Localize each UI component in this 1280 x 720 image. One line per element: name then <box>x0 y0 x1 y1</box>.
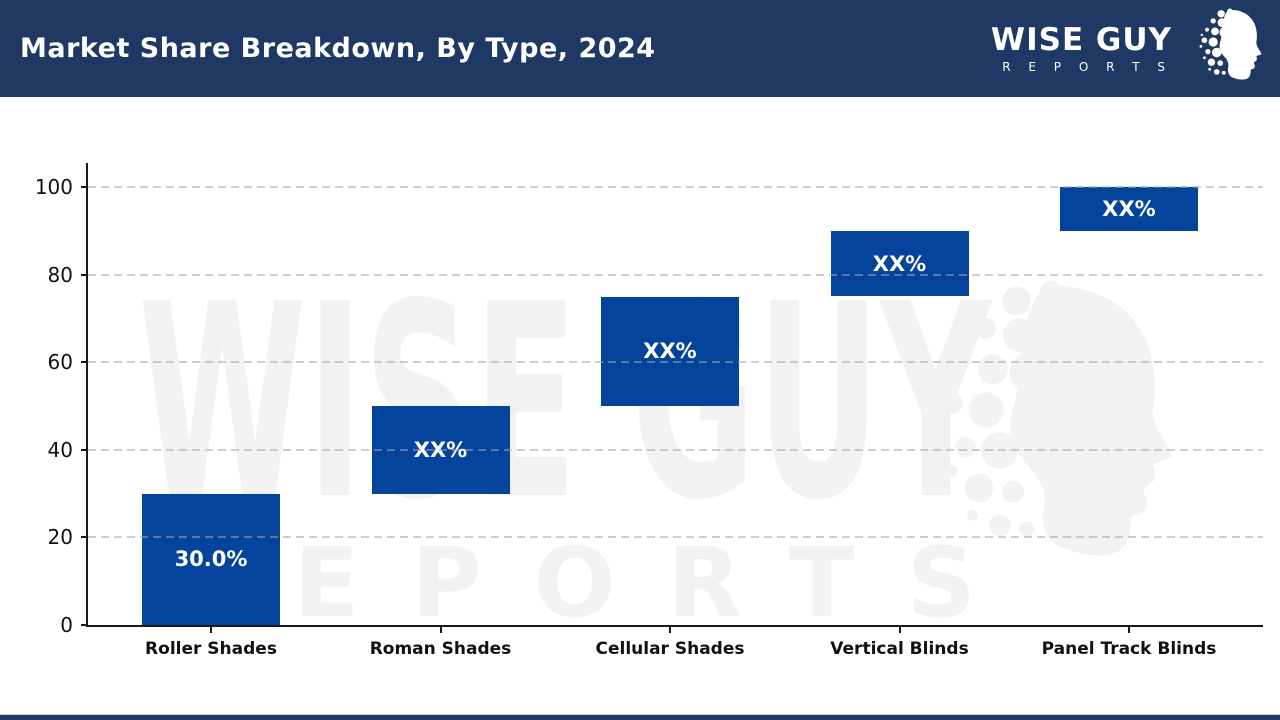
chart-title: Market Share Breakdown, By Type, 2024 <box>20 33 656 64</box>
y-axis-label-100: 100 <box>34 175 73 199</box>
x-tick <box>1128 625 1130 633</box>
y-axis-label-20: 20 <box>47 525 73 550</box>
y-axis-label-80: 80 <box>47 262 73 287</box>
x-axis-spine <box>86 625 1263 627</box>
y-tick <box>81 361 88 364</box>
bar-value-label: XX% <box>872 251 927 276</box>
x-axis-label-3: Cellular Shades <box>595 639 745 659</box>
y-axis-label-0: 0 <box>60 613 73 637</box>
y-axis-label-40: 40 <box>47 437 73 462</box>
y-tick <box>81 273 88 276</box>
watermark-text-reports: REPORTS <box>168 527 1028 639</box>
gridline-100 <box>88 186 1263 188</box>
x-axis-label-4: Vertical Blinds <box>830 639 969 659</box>
x-tick <box>898 625 901 633</box>
x-tick <box>439 625 442 633</box>
x-tick <box>669 625 671 633</box>
x-axis-label-2: Roman Shades <box>369 639 512 659</box>
bar-cellular-shades: XX% <box>601 296 739 406</box>
footer-bar <box>0 714 1280 720</box>
brand-subtitle: R E P O R T S <box>1002 59 1172 74</box>
x-tick <box>210 625 212 633</box>
y-tick <box>81 448 88 451</box>
gridline-40 <box>88 448 1263 451</box>
brand-head-icon <box>1174 5 1270 93</box>
y-tick <box>81 624 88 626</box>
y-axis-label-60: 60 <box>47 350 73 375</box>
gridline-20 <box>88 536 1263 539</box>
y-tick <box>81 536 88 539</box>
gridline-80 <box>88 273 1263 276</box>
header: Market Share Breakdown, By Type, 2024 WI… <box>0 0 1280 97</box>
x-axis-label-5: Panel Track Blinds <box>1041 639 1217 659</box>
gridline-60 <box>88 361 1263 364</box>
bar-value-label: 30.0% <box>174 547 248 572</box>
bar-roller-shades: 30.0% <box>142 493 280 625</box>
y-axis-spine <box>86 163 88 627</box>
x-axis-label-1: Roller Shades <box>145 639 277 659</box>
bar-value-label: XX% <box>643 339 697 364</box>
bar-value-label: XX% <box>1102 196 1156 221</box>
brand-logo: WISE GUY R E P O R T S <box>991 5 1280 93</box>
y-tick <box>81 186 88 188</box>
bar-vertical-blinds: XX% <box>830 230 969 297</box>
brand-name: WISE GUY <box>990 21 1172 58</box>
bar-panel-track-blinds: XX% <box>1060 187 1198 231</box>
